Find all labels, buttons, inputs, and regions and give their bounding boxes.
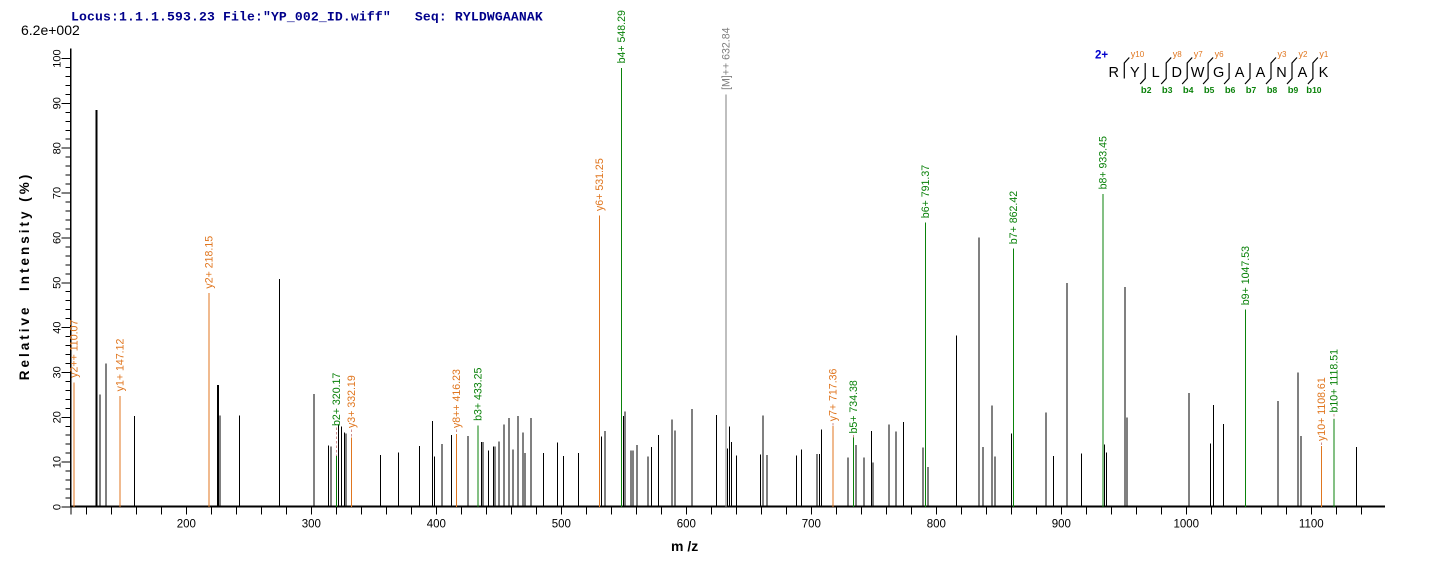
svg-text:W: W <box>1191 65 1205 81</box>
svg-text:A: A <box>1298 65 1308 81</box>
svg-text:b2+ 320.17: b2+ 320.17 <box>331 373 343 426</box>
svg-text:L: L <box>1152 65 1160 81</box>
svg-text:[M]++ 632.84: [M]++ 632.84 <box>721 27 733 90</box>
svg-text:y3: y3 <box>1278 49 1288 59</box>
svg-text:N: N <box>1276 65 1286 81</box>
svg-text:b5+ 734.38: b5+ 734.38 <box>848 380 860 433</box>
svg-text:y6+ 531.25: y6+ 531.25 <box>594 158 606 211</box>
svg-text:Y: Y <box>1130 65 1140 81</box>
svg-text:20: 20 <box>52 411 64 423</box>
svg-text:200: 200 <box>177 519 196 531</box>
svg-text:b6: b6 <box>1225 85 1236 96</box>
svg-text:A: A <box>1256 65 1266 81</box>
svg-text:600: 600 <box>677 519 696 531</box>
svg-text:300: 300 <box>302 519 321 531</box>
svg-text:b4+ 548.29: b4+ 548.29 <box>616 10 628 63</box>
svg-text:b5: b5 <box>1204 85 1215 96</box>
svg-text:b4: b4 <box>1183 85 1194 96</box>
svg-text:500: 500 <box>552 519 571 531</box>
svg-text:y1+ 147.12: y1+ 147.12 <box>115 338 127 391</box>
svg-text:50: 50 <box>52 277 64 289</box>
svg-text:900: 900 <box>1052 519 1071 531</box>
svg-text:1000: 1000 <box>1174 519 1200 531</box>
svg-text:b6+ 791.37: b6+ 791.37 <box>920 165 932 218</box>
svg-text:2+: 2+ <box>1095 50 1108 62</box>
svg-text:y8++ 416.23: y8++ 416.23 <box>451 369 463 428</box>
svg-text:K: K <box>1319 65 1329 81</box>
svg-text:b7: b7 <box>1246 85 1257 96</box>
svg-text:b10+ 1118.51: b10+ 1118.51 <box>1329 349 1341 413</box>
svg-text:y2++ 110.07: y2++ 110.07 <box>68 320 80 378</box>
svg-text:b9+ 1047.53: b9+ 1047.53 <box>1240 246 1252 305</box>
svg-text:Locus:1.1.1.593.23 File:"YP_00: Locus:1.1.1.593.23 File:"YP_002_ID.wiff"… <box>71 10 543 25</box>
svg-text:800: 800 <box>927 519 946 531</box>
svg-text:1100: 1100 <box>1299 519 1324 531</box>
svg-text:Relative Intensity (%): Relative Intensity (%) <box>17 172 32 381</box>
svg-text:y1: y1 <box>1319 49 1329 59</box>
svg-text:b8: b8 <box>1267 85 1278 96</box>
svg-text:b7+ 862.42: b7+ 862.42 <box>1008 191 1020 244</box>
svg-text:30: 30 <box>52 366 64 378</box>
svg-text:90: 90 <box>52 97 64 109</box>
svg-text:y10: y10 <box>1131 49 1145 59</box>
svg-text:b3+ 433.25: b3+ 433.25 <box>472 367 484 420</box>
svg-text:100: 100 <box>52 49 64 67</box>
svg-text:y2+ 218.15: y2+ 218.15 <box>204 236 216 289</box>
svg-text:y7+ 717.36: y7+ 717.36 <box>827 368 839 421</box>
svg-text:b8+ 933.45: b8+ 933.45 <box>1098 136 1110 189</box>
svg-text:0: 0 <box>52 504 64 510</box>
svg-text:y3+ 332.19: y3+ 332.19 <box>346 375 358 428</box>
svg-text:y2: y2 <box>1299 49 1309 59</box>
svg-text:b10: b10 <box>1306 85 1322 96</box>
svg-text:D: D <box>1171 65 1181 81</box>
svg-text:y6: y6 <box>1215 49 1225 59</box>
svg-text:400: 400 <box>427 519 446 531</box>
svg-text:700: 700 <box>802 519 821 531</box>
svg-text:A: A <box>1235 65 1245 81</box>
svg-text:b9: b9 <box>1288 85 1299 96</box>
svg-text:y7: y7 <box>1194 49 1204 59</box>
svg-text:40: 40 <box>52 321 64 333</box>
svg-text:80: 80 <box>52 142 64 154</box>
svg-text:10: 10 <box>52 456 64 468</box>
svg-text:y10+ 1108.61: y10+ 1108.61 <box>1316 377 1328 441</box>
svg-text:R: R <box>1109 65 1119 81</box>
svg-text:y8: y8 <box>1173 49 1183 59</box>
svg-text:G: G <box>1213 65 1224 81</box>
svg-text:m /z: m /z <box>671 538 698 554</box>
svg-text:6.2e+002: 6.2e+002 <box>21 22 80 38</box>
svg-text:60: 60 <box>52 232 64 244</box>
svg-text:70: 70 <box>52 187 64 199</box>
svg-text:b2: b2 <box>1141 85 1152 96</box>
svg-text:b3: b3 <box>1162 85 1173 96</box>
